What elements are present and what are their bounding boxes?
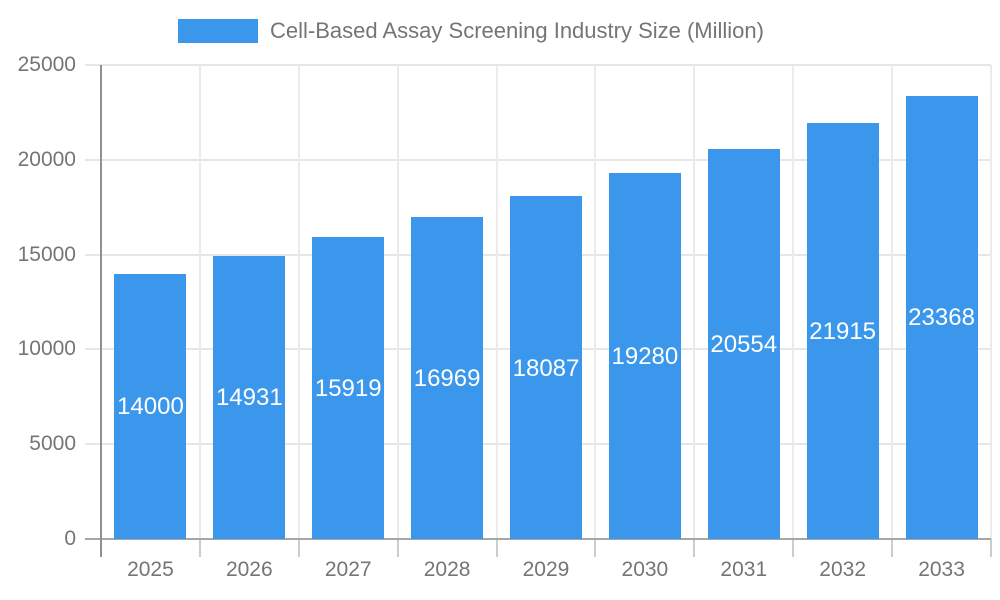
legend: Cell-Based Assay Screening Industry Size… (178, 17, 764, 45)
bar-2029 (510, 196, 582, 539)
bar-value-label: 21915 (809, 318, 877, 346)
gridline-vertical (891, 65, 894, 539)
bar-value-label: 14931 (215, 384, 283, 412)
legend-swatch (178, 19, 258, 43)
bar-value-label: 20554 (710, 331, 778, 359)
x-axis-tick-label: 2026 (225, 558, 273, 581)
x-axis-tick-label: 2025 (127, 558, 174, 581)
x-axis-tick-label: 2027 (324, 558, 372, 581)
x-axis-tick (297, 539, 300, 557)
x-axis-tick (693, 539, 696, 557)
x-axis-tick (792, 539, 795, 557)
bar-value-label: 15919 (314, 375, 382, 403)
bar-value-label: 19280 (611, 343, 679, 371)
bar-2030 (608, 173, 681, 539)
y-axis-tick-label: 25000 (17, 53, 76, 76)
gridline-horizontal (85, 64, 991, 66)
bar-2032 (806, 123, 879, 539)
x-axis-line (85, 538, 991, 540)
x-axis-tick-label: 2030 (621, 558, 669, 581)
bar-value-label: 23368 (908, 304, 975, 332)
x-axis-tick (198, 539, 201, 557)
bar-2033 (905, 95, 978, 539)
bar-2028 (411, 217, 484, 539)
gridline-horizontal (85, 158, 991, 161)
bar-2031 (707, 149, 780, 539)
bar-value-label: 14000 (117, 393, 184, 421)
gridline-vertical (297, 65, 300, 539)
x-axis-tick-label: 2032 (819, 558, 867, 581)
bar-value-label: 18087 (512, 354, 580, 382)
bar-2027 (312, 237, 385, 539)
y-axis-tick-label: 10000 (17, 337, 76, 361)
gridline-vertical (495, 65, 498, 539)
bar-2025 (114, 273, 187, 539)
gridline-vertical (792, 65, 795, 539)
gridline-vertical (990, 65, 992, 539)
bar-value-label: 16969 (413, 365, 481, 393)
x-axis-tick (891, 539, 894, 557)
x-axis-tick-label: 2029 (522, 558, 570, 581)
bar-2026 (213, 255, 286, 539)
x-axis-tick-label: 2028 (423, 558, 471, 581)
gridline-vertical (594, 65, 597, 539)
x-axis-tick (990, 539, 992, 557)
y-axis-tick-label: 5000 (29, 432, 76, 456)
y-axis-tick-label: 0 (64, 527, 76, 550)
x-axis-tick (396, 539, 399, 557)
gridline-vertical (693, 65, 696, 539)
y-axis-tick-label: 20000 (17, 147, 76, 171)
y-axis-tick-label: 15000 (17, 242, 76, 266)
gridline-vertical (198, 65, 201, 539)
x-axis-tick (594, 539, 597, 557)
x-axis-tick-label: 2031 (720, 558, 768, 581)
x-axis-tick-label: 2033 (918, 558, 965, 581)
y-axis-line (100, 65, 102, 557)
x-axis-tick (495, 539, 498, 557)
legend-label: Cell-Based Assay Screening Industry Size… (270, 18, 764, 43)
gridline-vertical (396, 65, 399, 539)
